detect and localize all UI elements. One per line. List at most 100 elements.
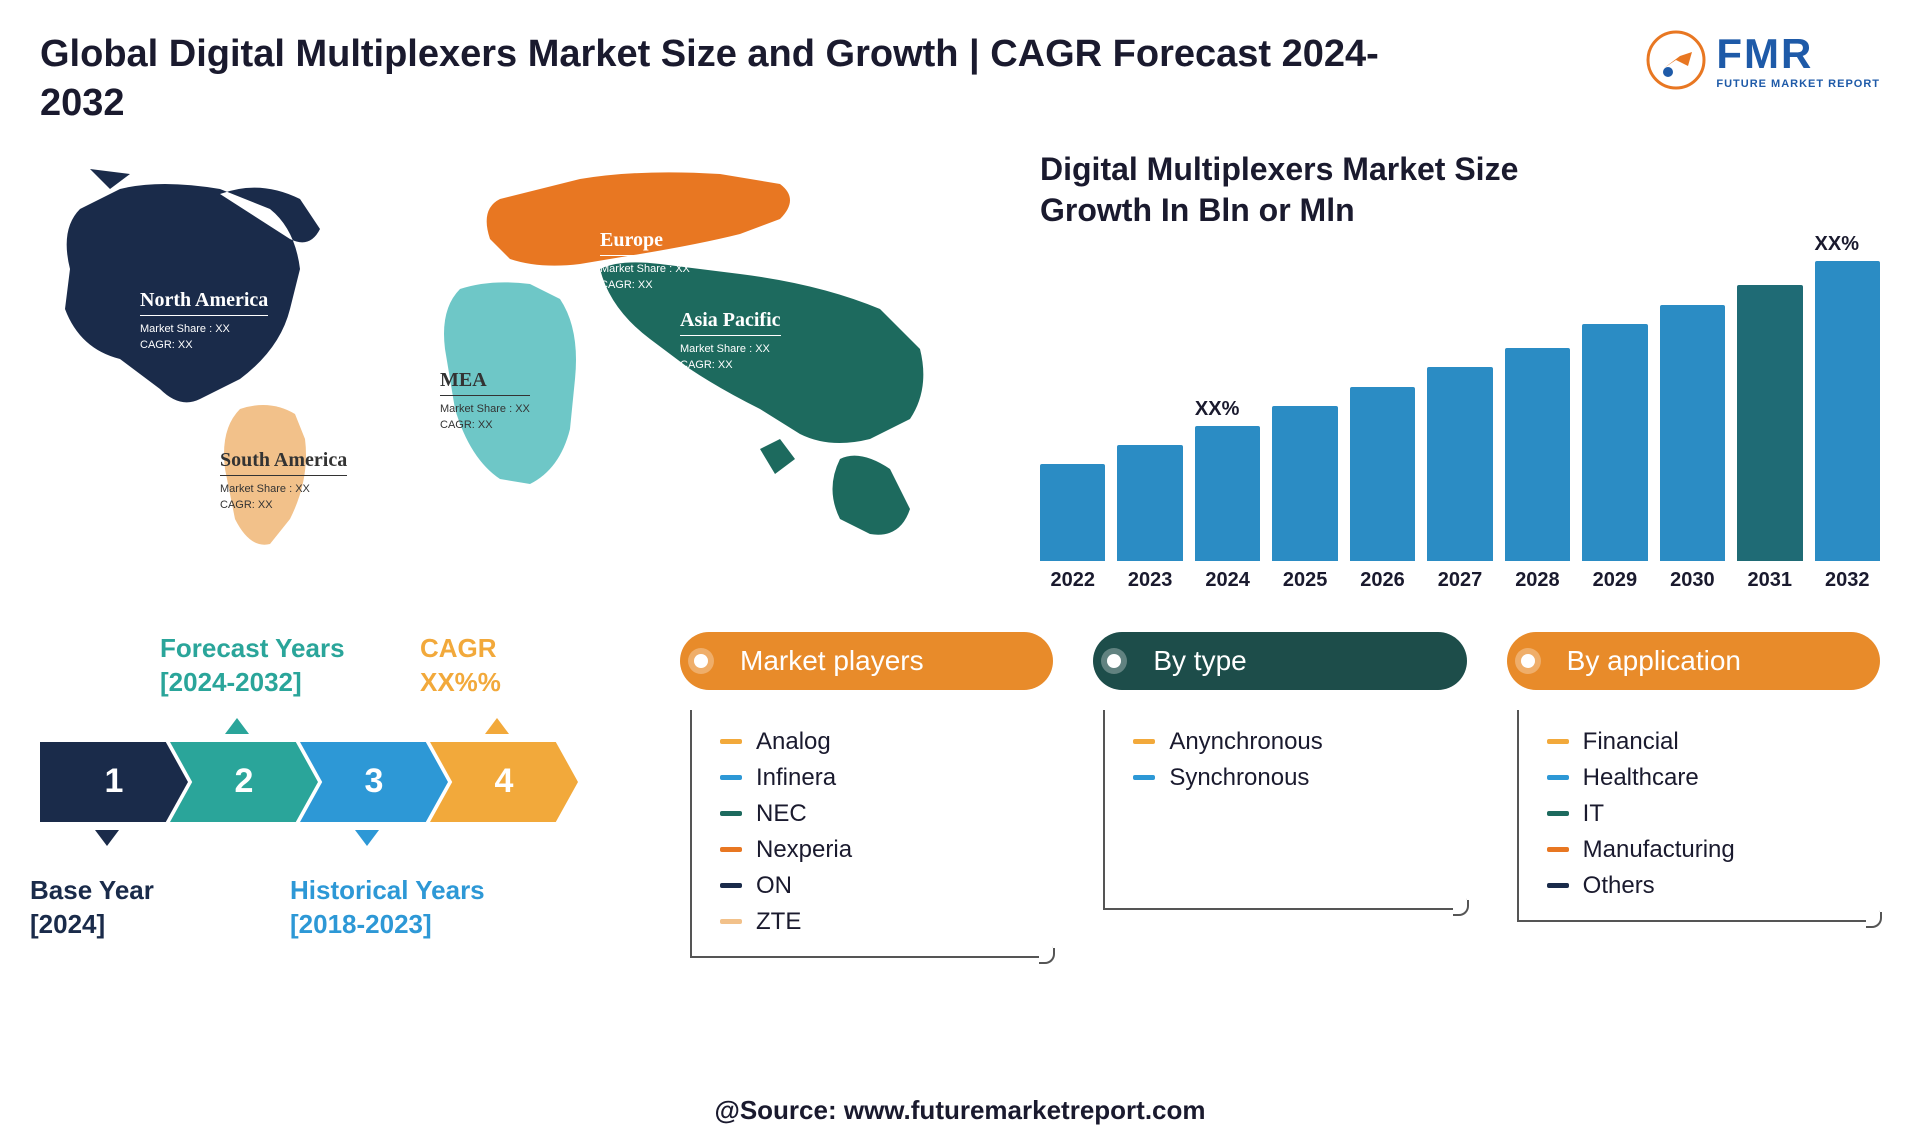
list-item-text: Synchronous bbox=[1169, 764, 1309, 792]
bar-year-label: 2032 bbox=[1825, 569, 1870, 592]
bar bbox=[1117, 445, 1182, 561]
bar-col: XX% 2032 bbox=[1815, 261, 1880, 592]
list-item-text: Nexperia bbox=[756, 836, 852, 864]
bar-year-label: 2025 bbox=[1283, 569, 1328, 592]
timeline-triangle-icon bbox=[225, 718, 249, 734]
bar bbox=[1582, 324, 1647, 561]
info-column: By type Anynchronous Synchronous bbox=[1093, 632, 1466, 958]
pill-title: By application bbox=[1567, 645, 1741, 677]
bar-year-label: 2030 bbox=[1670, 569, 1715, 592]
bar-col: 2023 bbox=[1117, 445, 1182, 592]
dash-icon bbox=[1547, 811, 1569, 816]
bar-chart: Digital Multiplexers Market Size Growth … bbox=[1040, 149, 1880, 592]
lower-section: 1234 Base Year[2024]Forecast Years[2024-… bbox=[40, 632, 1880, 958]
timeline-label: CAGRXX%% bbox=[420, 632, 501, 700]
bar bbox=[1427, 367, 1492, 561]
dash-icon bbox=[1133, 775, 1155, 780]
bar-col: 2025 bbox=[1272, 406, 1337, 592]
list-item: Synchronous bbox=[1133, 764, 1466, 792]
bar: XX% bbox=[1815, 261, 1880, 561]
pill-title: By type bbox=[1153, 645, 1246, 677]
bar bbox=[1040, 464, 1105, 561]
bar-year-label: 2029 bbox=[1593, 569, 1638, 592]
timeline-step: 1 bbox=[40, 742, 188, 822]
telescope-icon bbox=[1646, 30, 1706, 90]
list-item-text: NEC bbox=[756, 800, 807, 828]
map-region-label: EuropeMarket Share : XXCAGR: XX bbox=[600, 229, 690, 291]
dash-icon bbox=[1547, 847, 1569, 852]
dash-icon bbox=[1133, 739, 1155, 744]
dash-icon bbox=[720, 883, 742, 888]
bar-value-label: XX% bbox=[1195, 398, 1239, 421]
bar-col: 2022 bbox=[1040, 464, 1105, 592]
section-pill: Market players bbox=[680, 632, 1053, 690]
bar-col: 2026 bbox=[1350, 387, 1415, 592]
list-item: Healthcare bbox=[1547, 764, 1880, 792]
bar-col: 2028 bbox=[1505, 348, 1570, 592]
list-item: NEC bbox=[720, 800, 1053, 828]
list-item-text: ZTE bbox=[756, 908, 801, 936]
timeline: 1234 Base Year[2024]Forecast Years[2024-… bbox=[40, 632, 630, 942]
bar: XX% bbox=[1195, 426, 1260, 561]
bar-year-label: 2031 bbox=[1748, 569, 1793, 592]
section-pill: By type bbox=[1093, 632, 1466, 690]
map-region-label: South AmericaMarket Share : XXCAGR: XX bbox=[220, 449, 347, 511]
logo-subtitle: FUTURE MARKET REPORT bbox=[1716, 78, 1880, 90]
timeline-step: 3 bbox=[300, 742, 448, 822]
logo-fmr-text: FMR bbox=[1716, 30, 1880, 78]
map-region-label: North AmericaMarket Share : XXCAGR: XX bbox=[140, 289, 268, 351]
info-column: Market players Analog Infinera NEC Nexperia O… bbox=[680, 632, 1053, 958]
bar-col: 2030 bbox=[1660, 305, 1725, 592]
list-item: Infinera bbox=[720, 764, 1053, 792]
timeline-label: Historical Years[2018-2023] bbox=[290, 874, 485, 942]
pill-dot-icon bbox=[1521, 654, 1535, 668]
dash-icon bbox=[1547, 775, 1569, 780]
info-sections: Market players Analog Infinera NEC Nexperia O… bbox=[680, 632, 1880, 958]
list-item: Manufacturing bbox=[1547, 836, 1880, 864]
world-map: North AmericaMarket Share : XXCAGR: XX So… bbox=[40, 149, 1000, 569]
timeline-label: Forecast Years[2024-2032] bbox=[160, 632, 345, 700]
bar-year-label: 2022 bbox=[1050, 569, 1095, 592]
list-item: Others bbox=[1547, 872, 1880, 900]
bar bbox=[1737, 285, 1802, 561]
pill-title: Market players bbox=[740, 645, 924, 677]
dash-icon bbox=[1547, 883, 1569, 888]
bar-year-label: 2024 bbox=[1205, 569, 1250, 592]
list-item: ON bbox=[720, 872, 1053, 900]
bar bbox=[1505, 348, 1570, 561]
timeline-triangle-icon bbox=[95, 830, 119, 846]
dash-icon bbox=[720, 811, 742, 816]
chart-area: 20222023XX%20242025202620272028202920302… bbox=[1040, 252, 1880, 592]
dash-icon bbox=[720, 919, 742, 924]
source-line: @Source: www.futuremarketreport.com bbox=[0, 1095, 1920, 1126]
list-item-text: ON bbox=[756, 872, 792, 900]
info-list: Anynchronous Synchronous bbox=[1103, 710, 1466, 910]
timeline-label: Base Year[2024] bbox=[30, 874, 154, 942]
list-item-text: Analog bbox=[756, 728, 831, 756]
list-item-text: Others bbox=[1583, 872, 1655, 900]
bar-value-label: XX% bbox=[1815, 233, 1859, 256]
bar bbox=[1272, 406, 1337, 561]
list-item-text: Anynchronous bbox=[1169, 728, 1322, 756]
pill-dot-icon bbox=[694, 654, 708, 668]
map-region-label: MEAMarket Share : XXCAGR: XX bbox=[440, 369, 530, 431]
pill-dot-icon bbox=[1107, 654, 1121, 668]
timeline-triangle-icon bbox=[355, 830, 379, 846]
list-item-text: Manufacturing bbox=[1583, 836, 1735, 864]
dash-icon bbox=[720, 775, 742, 780]
bar-year-label: 2028 bbox=[1515, 569, 1560, 592]
bar bbox=[1660, 305, 1725, 561]
dash-icon bbox=[720, 847, 742, 852]
page-title: Global Digital Multiplexers Market Size … bbox=[40, 30, 1440, 129]
bar bbox=[1350, 387, 1415, 561]
timeline-triangle-icon bbox=[485, 718, 509, 734]
dash-icon bbox=[1547, 739, 1569, 744]
timeline-step: 4 bbox=[430, 742, 578, 822]
list-item: Analog bbox=[720, 728, 1053, 756]
list-item-text: IT bbox=[1583, 800, 1604, 828]
list-item: Financial bbox=[1547, 728, 1880, 756]
list-item-text: Healthcare bbox=[1583, 764, 1699, 792]
list-item: Anynchronous bbox=[1133, 728, 1466, 756]
bar-year-label: 2023 bbox=[1128, 569, 1173, 592]
bar-col: 2031 bbox=[1737, 285, 1802, 592]
